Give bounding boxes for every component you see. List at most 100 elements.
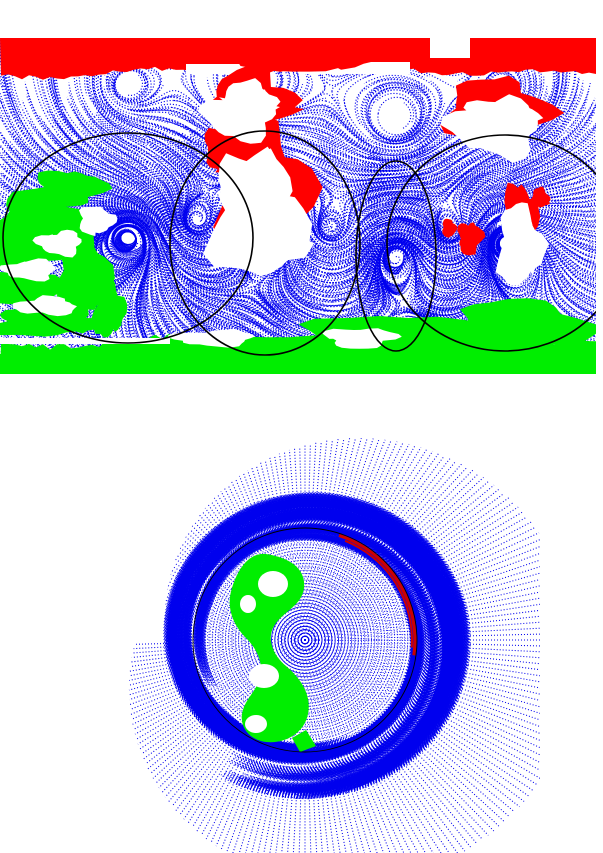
streamline: [174, 213, 192, 239]
streamline: [117, 228, 131, 247]
streamline: [22, 154, 47, 176]
streamline: [230, 299, 261, 310]
streamline: [501, 161, 554, 187]
streamline: [418, 275, 436, 301]
streamline: [380, 112, 422, 141]
streamline: [374, 240, 411, 273]
streamline: [149, 95, 180, 105]
streamline: [88, 120, 113, 142]
streamline: [420, 279, 469, 298]
streamline: [523, 226, 559, 273]
streamline: [270, 143, 301, 153]
streamline: [10, 112, 45, 159]
streamline: [102, 91, 146, 125]
streamline: [372, 209, 403, 218]
streamline: [286, 140, 341, 161]
streamline: [307, 144, 337, 158]
streamline: [154, 185, 171, 213]
streamline: [275, 266, 280, 297]
streamline: [171, 250, 196, 271]
streamline: [116, 272, 137, 297]
streamline: [103, 265, 133, 276]
streamline: [294, 116, 326, 121]
streamline: [176, 276, 202, 296]
streamline: [136, 130, 165, 145]
streamline: [272, 291, 294, 315]
streamline: [553, 126, 596, 163]
streamline: [130, 253, 146, 281]
streamline: [507, 261, 540, 298]
streamline: [102, 222, 126, 241]
streamline: [118, 228, 130, 247]
streamline: [351, 178, 383, 182]
streamline: [284, 261, 313, 308]
streamline: [225, 307, 255, 320]
streamline: [282, 277, 325, 312]
streamline: [48, 127, 70, 152]
streamline: [138, 84, 164, 104]
streamline: [159, 141, 186, 160]
streamline: [256, 311, 284, 330]
streamline: [159, 150, 190, 197]
streamline: [289, 251, 330, 288]
streamline: [163, 226, 183, 253]
streamline: [303, 280, 333, 292]
streamline: [288, 255, 327, 294]
streamline: [304, 255, 332, 271]
streamline: [316, 196, 323, 228]
streamline: [159, 245, 173, 274]
streamline: [330, 202, 370, 242]
streamline: [90, 127, 116, 148]
streamline: [73, 132, 98, 154]
streamline: [154, 193, 171, 222]
streamline: [0, 111, 11, 133]
streamline: [25, 132, 47, 157]
streamline: [100, 166, 151, 198]
streamline: [130, 202, 155, 224]
streamline: [329, 278, 359, 291]
streamline: [188, 305, 215, 324]
streamline: [202, 174, 233, 183]
streamline: [395, 83, 426, 124]
streamline: [137, 196, 160, 220]
streamline: [86, 57, 100, 113]
streamline: [220, 310, 250, 324]
streamline: [172, 154, 195, 177]
streamline: [79, 123, 103, 146]
streamline: [432, 211, 464, 243]
streamline: [558, 306, 596, 329]
streamline: [213, 295, 245, 302]
streamline: [365, 213, 394, 228]
streamline: [416, 286, 435, 310]
streamline: [323, 220, 340, 237]
streamline: [100, 85, 139, 125]
streamline: [285, 258, 295, 288]
streamline: [166, 302, 187, 328]
streamline: [184, 158, 209, 180]
streamline: [303, 307, 334, 316]
streamline: [270, 99, 327, 114]
streamline: [179, 286, 205, 306]
streamline: [145, 276, 149, 308]
streamline: [182, 196, 209, 235]
streamline: [113, 77, 149, 102]
streamline: [113, 152, 141, 170]
streamline: [158, 288, 172, 317]
streamline: [468, 254, 486, 307]
streamline: [171, 152, 195, 175]
streamline: [169, 237, 192, 260]
streamline: [357, 263, 373, 292]
streamline: [505, 157, 558, 183]
streamline: [105, 103, 131, 123]
streamline: [351, 282, 372, 306]
streamline: [127, 130, 156, 146]
streamline: [177, 180, 183, 211]
streamline: [420, 70, 470, 89]
streamline: [120, 279, 136, 308]
streamline: [355, 202, 381, 222]
streamline: [1, 38, 11, 94]
streamline: [339, 243, 366, 262]
streamline: [185, 43, 207, 93]
streamline: [93, 101, 137, 139]
streamline: [1, 120, 38, 166]
